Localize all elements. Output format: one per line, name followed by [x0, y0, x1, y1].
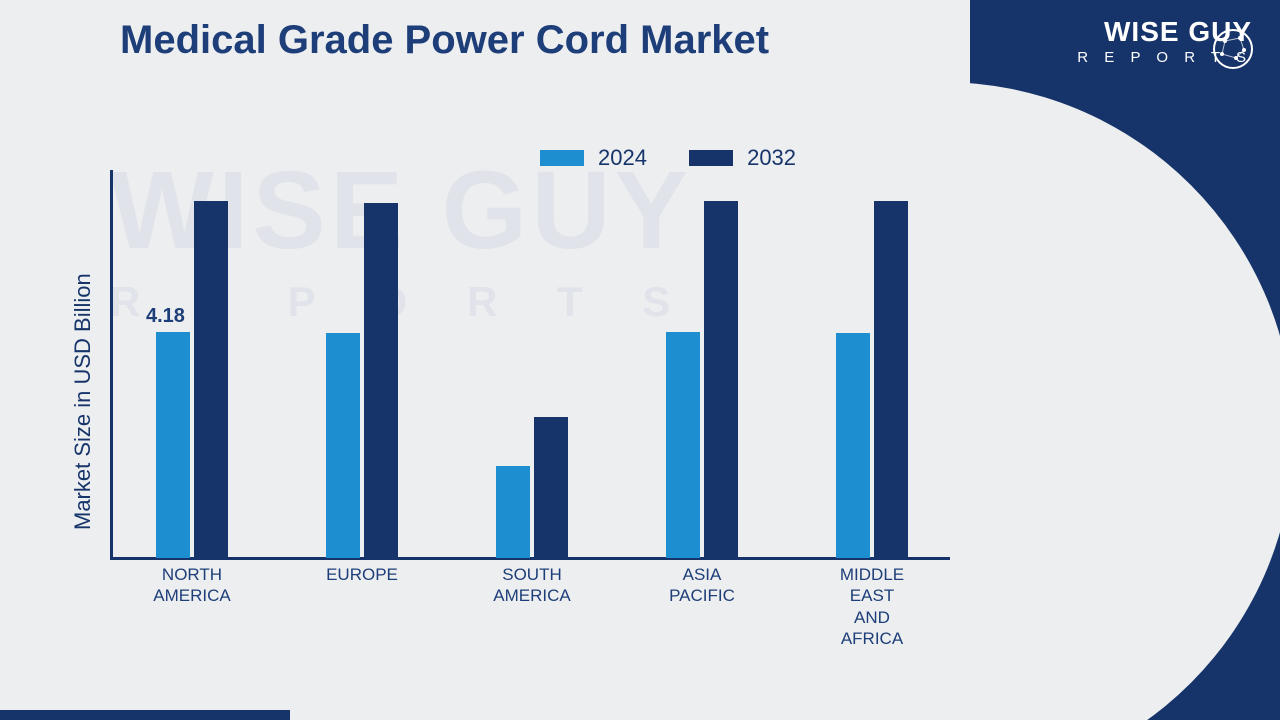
bar: [534, 417, 568, 558]
x-axis: [110, 557, 950, 560]
legend-swatch-2032: [689, 150, 733, 166]
bottom-accent-bar: [0, 710, 290, 720]
brand-head-icon: [1210, 26, 1256, 72]
bar: [194, 201, 228, 559]
page-title: Medical Grade Power Cord Market: [120, 18, 769, 63]
value-label: 4.18: [146, 305, 185, 328]
legend-label-2032: 2032: [747, 145, 796, 171]
category-label: MIDDLEEASTANDAFRICA: [817, 564, 927, 649]
legend-item-2032: 2032: [689, 145, 796, 171]
category-label: ASIAPACIFIC: [647, 564, 757, 607]
bar: [836, 333, 870, 558]
category-label: EUROPE: [307, 564, 417, 585]
legend-swatch-2024: [540, 150, 584, 166]
chart-stage: WISE GUY R E P O R T S WISE GUY R E P O …: [0, 0, 1280, 720]
legend-item-2024: 2024: [540, 145, 647, 171]
bar: [874, 201, 908, 559]
legend-label-2024: 2024: [598, 145, 647, 171]
bar: [496, 466, 530, 558]
category-labels: NORTHAMERICA EUROPE SOUTHAMERICA ASIAPACIFI…: [110, 564, 950, 704]
y-axis: [110, 170, 113, 560]
chart-plot-area: 4.18: [110, 170, 950, 560]
category-label: SOUTHAMERICA: [477, 564, 587, 607]
bar: [666, 332, 700, 558]
category-label: NORTHAMERICA: [137, 564, 247, 607]
legend: 2024 2032: [540, 145, 832, 172]
y-axis-label: Market Size in USD Billion: [70, 273, 96, 530]
bar: [704, 201, 738, 559]
bar: [364, 203, 398, 558]
bar: [156, 332, 190, 558]
bar: [326, 333, 360, 558]
